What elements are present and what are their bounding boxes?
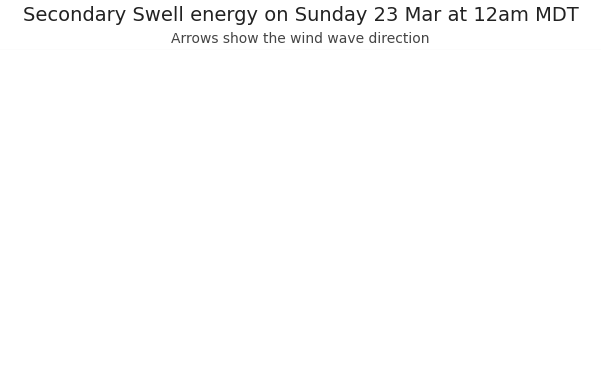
Text: Secondary Swell energy on Sunday 23 Mar at 12am MDT: Secondary Swell energy on Sunday 23 Mar … [23,6,578,25]
Text: Arrows show the wind wave direction: Arrows show the wind wave direction [171,32,430,46]
Text: cartopy not available: cartopy not available [213,200,388,218]
